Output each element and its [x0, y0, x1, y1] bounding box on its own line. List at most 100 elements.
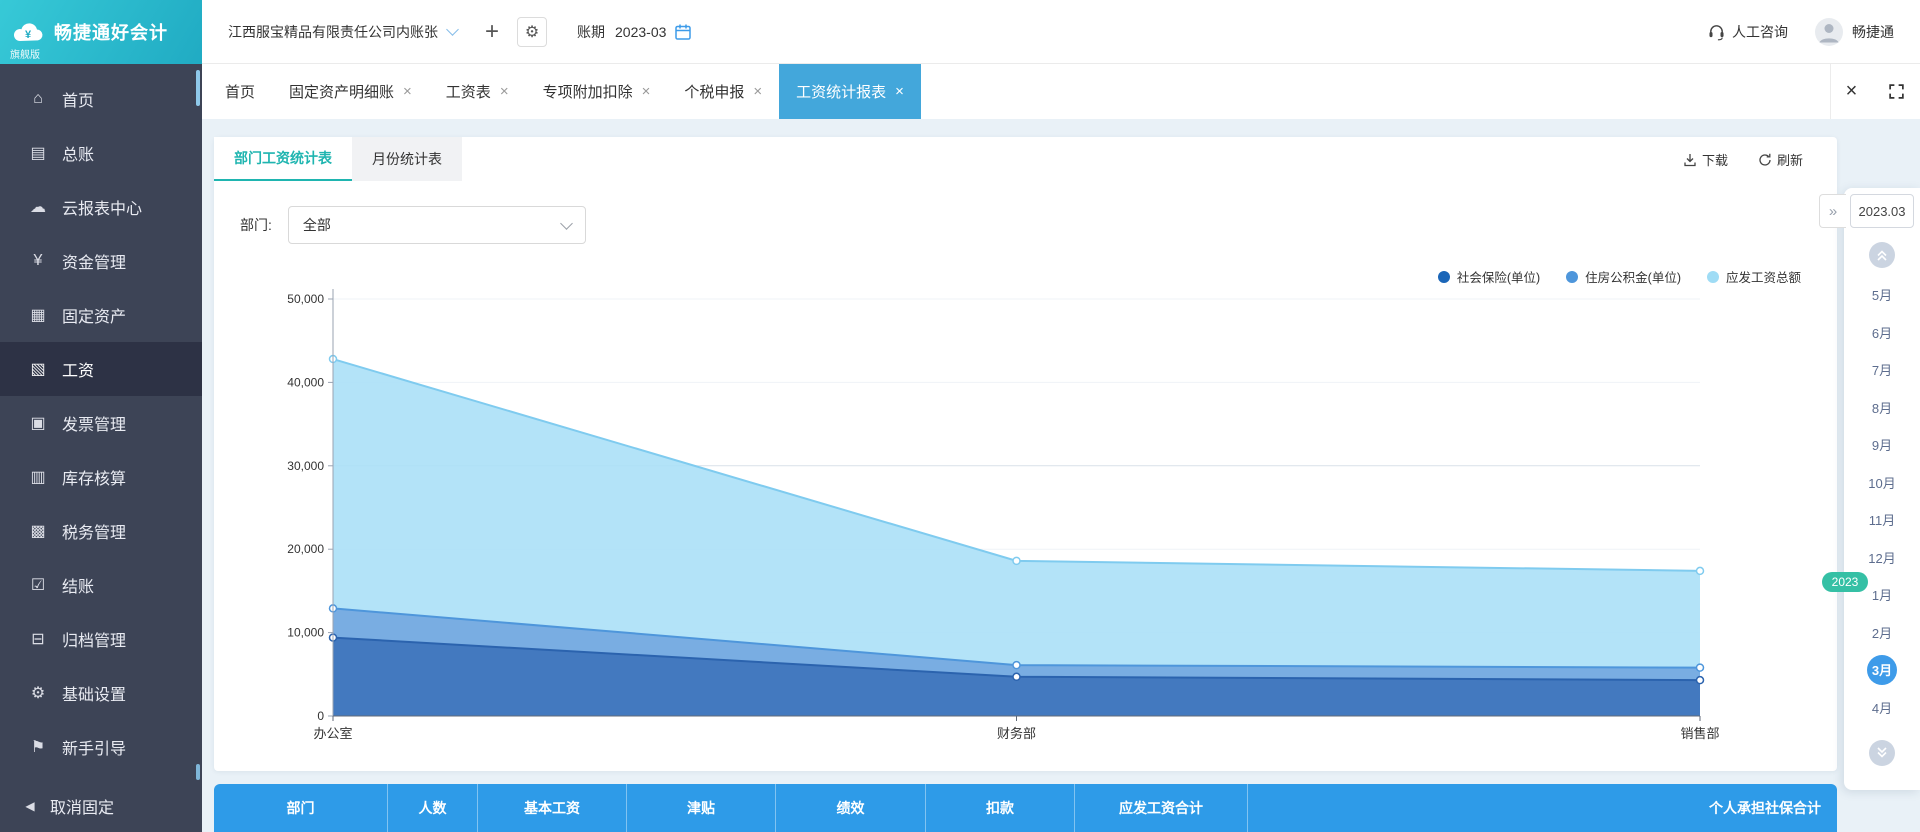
- tab-5[interactable]: 工资统计报表 ×: [779, 64, 921, 119]
- scroll-up-button[interactable]: [1869, 242, 1895, 268]
- sidebar-item-0[interactable]: ⌂ 首页: [0, 72, 202, 126]
- sidebar-item-5[interactable]: ▧ 工资: [0, 342, 202, 396]
- month-item-1[interactable]: 6月: [1844, 314, 1920, 352]
- sidebar-item-label: 结账: [62, 579, 95, 596]
- report-toolbar: 下载 刷新: [1683, 150, 1803, 169]
- close-tab-icon[interactable]: ×: [641, 83, 651, 100]
- support-button[interactable]: 人工咨询: [1707, 22, 1788, 42]
- month-item-0[interactable]: 5月: [1844, 276, 1920, 314]
- month-item-4[interactable]: 9月: [1844, 426, 1920, 464]
- month-label: 1月: [1871, 588, 1893, 604]
- tab-4[interactable]: 个税申报 ×: [667, 64, 779, 119]
- legend-item-1[interactable]: 住房公积金(单位): [1566, 267, 1681, 286]
- close-tab-icon[interactable]: ×: [403, 83, 412, 100]
- current-period[interactable]: 2023.03: [1850, 194, 1914, 228]
- legend-item-2[interactable]: 应发工资总额: [1706, 267, 1801, 286]
- avatar[interactable]: [1814, 17, 1844, 47]
- user-name[interactable]: 畅捷通: [1852, 23, 1894, 40]
- sidebar-item-10[interactable]: ⊟ 归档管理: [0, 612, 202, 666]
- tab-actions: ×: [1830, 64, 1920, 119]
- sidebar-item-11[interactable]: ⚙ 基础设置: [0, 666, 202, 720]
- sidebar-item-label: 工资: [62, 363, 95, 380]
- legend-dot: [1437, 270, 1450, 283]
- tab-0[interactable]: 首页: [208, 64, 272, 119]
- month-label: 7月: [1871, 363, 1893, 379]
- subtab-month-report[interactable]: 月份统计表: [352, 137, 462, 181]
- svg-text:销售部: 销售部: [1680, 726, 1719, 741]
- tab-1[interactable]: 固定资产明细账 ×: [272, 64, 429, 119]
- panel-collapse-button[interactable]: »: [1819, 194, 1846, 228]
- month-item-2[interactable]: 7月: [1844, 351, 1920, 389]
- double-chevron-down-icon: [1877, 747, 1887, 758]
- fullscreen-button[interactable]: [1872, 64, 1920, 119]
- month-item-7[interactable]: 12月: [1844, 539, 1920, 577]
- calendar-icon[interactable]: [674, 23, 692, 41]
- add-account-button[interactable]: +: [485, 17, 500, 45]
- sidebar-item-label: 库存核算: [62, 471, 127, 488]
- sidebar-item-1[interactable]: ▤ 总账: [0, 126, 202, 180]
- settings-button[interactable]: ⚙: [517, 16, 548, 47]
- salary-area-chart: 0 10,000 20,000 30,000 40,000 50,000 办公室 财务部 销售部: [287, 289, 1720, 741]
- subtab-department-report[interactable]: 部门工资统计表: [214, 137, 352, 181]
- month-label: 2月: [1871, 625, 1893, 641]
- sidebar-unpin-button[interactable]: ◀ 取消固定: [0, 780, 202, 832]
- fullscreen-icon: [1888, 84, 1904, 99]
- month-item-8[interactable]: 1月: [1844, 576, 1920, 614]
- svg-text:10,000: 10,000: [287, 626, 324, 640]
- sidebar-scrollbar-thumb[interactable]: [196, 70, 200, 106]
- download-button[interactable]: 下载: [1683, 150, 1728, 169]
- sidebar-scrollbar-bottom[interactable]: [196, 764, 200, 780]
- month-item-6[interactable]: 11月: [1844, 501, 1920, 539]
- guide-icon: ⚑: [30, 739, 46, 756]
- sidebar-item-12[interactable]: ⚑ 新手引导: [0, 720, 202, 774]
- svg-text:30,000: 30,000: [287, 459, 324, 473]
- close-tab-icon[interactable]: ×: [895, 83, 904, 100]
- tab-label: 工资统计报表: [796, 84, 887, 101]
- department-select[interactable]: 全部: [287, 206, 586, 244]
- topbar: 江西服宝精品有限责任公司内账张 + ⚙ 账期 2023-03 人工咨询 畅捷通: [202, 0, 1920, 64]
- support-label: 人工咨询: [1732, 23, 1788, 40]
- sidebar-item-7[interactable]: ▥ 库存核算: [0, 450, 202, 504]
- tab-3[interactable]: 专项附加扣除 ×: [526, 64, 668, 119]
- table-header-7: 个人承担社保合计: [1709, 800, 1821, 816]
- month-label: 12月: [1868, 550, 1896, 566]
- scroll-down-button[interactable]: [1869, 740, 1895, 766]
- tab-label: 工资表: [445, 84, 491, 101]
- close-icon: ×: [1845, 80, 1858, 102]
- filter-row: 部门: 全部: [240, 206, 586, 244]
- sidebar-item-label: 资金管理: [62, 255, 127, 272]
- month-item-3[interactable]: 8月: [1844, 389, 1920, 427]
- table-header-1: 人数: [388, 784, 478, 832]
- refresh-button[interactable]: 刷新: [1758, 150, 1803, 169]
- sidebar-item-3[interactable]: ¥ 资金管理: [0, 234, 202, 288]
- tab-2[interactable]: 工资表 ×: [429, 64, 526, 119]
- month-item-9[interactable]: 2月: [1844, 614, 1920, 652]
- year-badge: 2023: [1822, 572, 1868, 592]
- period-value[interactable]: 2023-03: [615, 23, 667, 40]
- month-item-11[interactable]: 4月: [1844, 689, 1920, 727]
- sidebar-item-9[interactable]: ☑ 结账: [0, 558, 202, 612]
- sidebar-item-8[interactable]: ▩ 税务管理: [0, 504, 202, 558]
- tab-label: 首页: [225, 84, 256, 101]
- company-selector[interactable]: 江西服宝精品有限责任公司内账张: [228, 22, 459, 42]
- close-tabs-button[interactable]: ×: [1830, 64, 1872, 119]
- closing-icon: ☑: [30, 577, 46, 594]
- fixed-assets-icon: ▦: [30, 307, 46, 324]
- sidebar-item-6[interactable]: ▣ 发票管理: [0, 396, 202, 450]
- app-logo[interactable]: ¥ 畅捷通好会计 旗舰版: [0, 0, 202, 64]
- month-item-10[interactable]: 3月: [1844, 651, 1920, 689]
- month-item-5[interactable]: 10月: [1844, 464, 1920, 502]
- tab-label: 个税申报: [684, 84, 745, 101]
- table-header-6: 应发工资合计: [1075, 784, 1248, 832]
- sidebar-item-2[interactable]: ☁ 云报表中心: [0, 180, 202, 234]
- close-tab-icon[interactable]: ×: [499, 83, 509, 100]
- download-label: 下载: [1701, 153, 1728, 168]
- close-tab-icon[interactable]: ×: [753, 83, 763, 100]
- legend-item-0[interactable]: 社会保险(单位): [1437, 267, 1540, 286]
- sidebar-item-4[interactable]: ▦ 固定资产: [0, 288, 202, 342]
- unpin-icon: ◀: [25, 799, 35, 813]
- table-header-5: 扣款: [926, 784, 1075, 832]
- table-header-4: 绩效: [776, 784, 926, 832]
- tabbar: 首页 固定资产明细账 × 工资表 × 专项附加扣除 × 个税申报 × 工资统计报表 × ×: [202, 64, 1920, 119]
- svg-text:¥: ¥: [25, 29, 32, 41]
